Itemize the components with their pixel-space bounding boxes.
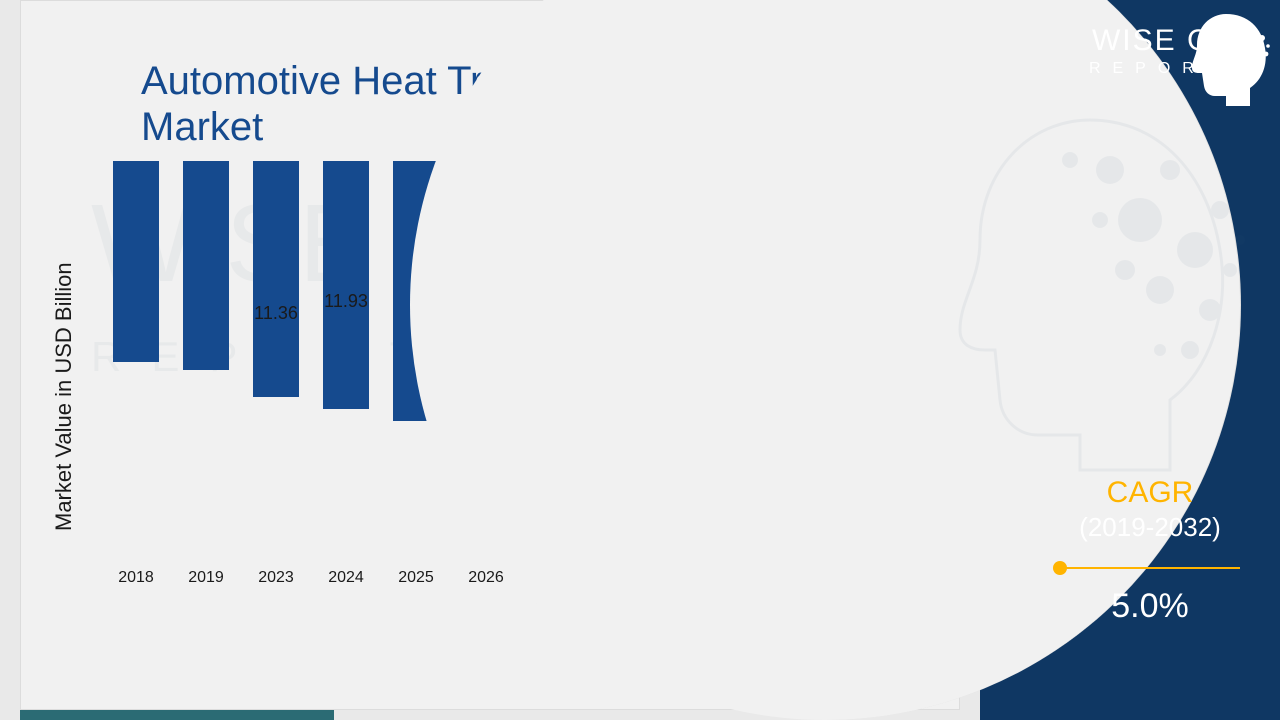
infographic-canvas: WISE GUY REPORTS Automotive Heat Transfe…: [0, 0, 1280, 720]
bar: [323, 161, 369, 409]
bar-slot: 11.93: [311, 161, 381, 566]
bar: [183, 161, 229, 370]
bar: [253, 161, 299, 397]
cagr-block: CAGR (2019-2032) 5.0%: [1020, 476, 1280, 626]
x-tick-label: 2018: [101, 569, 171, 587]
cagr-value: 5.0%: [1020, 587, 1280, 626]
bar: [113, 161, 159, 362]
x-tick-label: 2023: [241, 569, 311, 587]
watermark-head-icon: [910, 100, 1270, 480]
x-tick-label: 2025: [381, 569, 451, 587]
bar-slot: 11.36: [241, 161, 311, 566]
bar-slot: [171, 161, 241, 566]
bar-slot: [101, 161, 171, 566]
x-tick-label: 2019: [171, 569, 241, 587]
bottom-accent-bar: [20, 710, 334, 720]
side-panel: WISE GUY REPORTS CAGR (2019-2032) 5.0%: [980, 0, 1280, 720]
brand-line-1: WISE GUY: [1006, 24, 1258, 58]
cagr-label: CAGR: [1020, 476, 1280, 510]
cagr-divider: [1060, 567, 1240, 569]
y-axis-label: Market Value in USD Billion: [51, 262, 77, 531]
cagr-period: (2019-2032): [1020, 512, 1280, 543]
brand-line-2: REPORTS: [1006, 60, 1258, 78]
brand-logo-text: WISE GUY REPORTS: [1006, 24, 1258, 78]
x-tick-label: 2024: [311, 569, 381, 587]
